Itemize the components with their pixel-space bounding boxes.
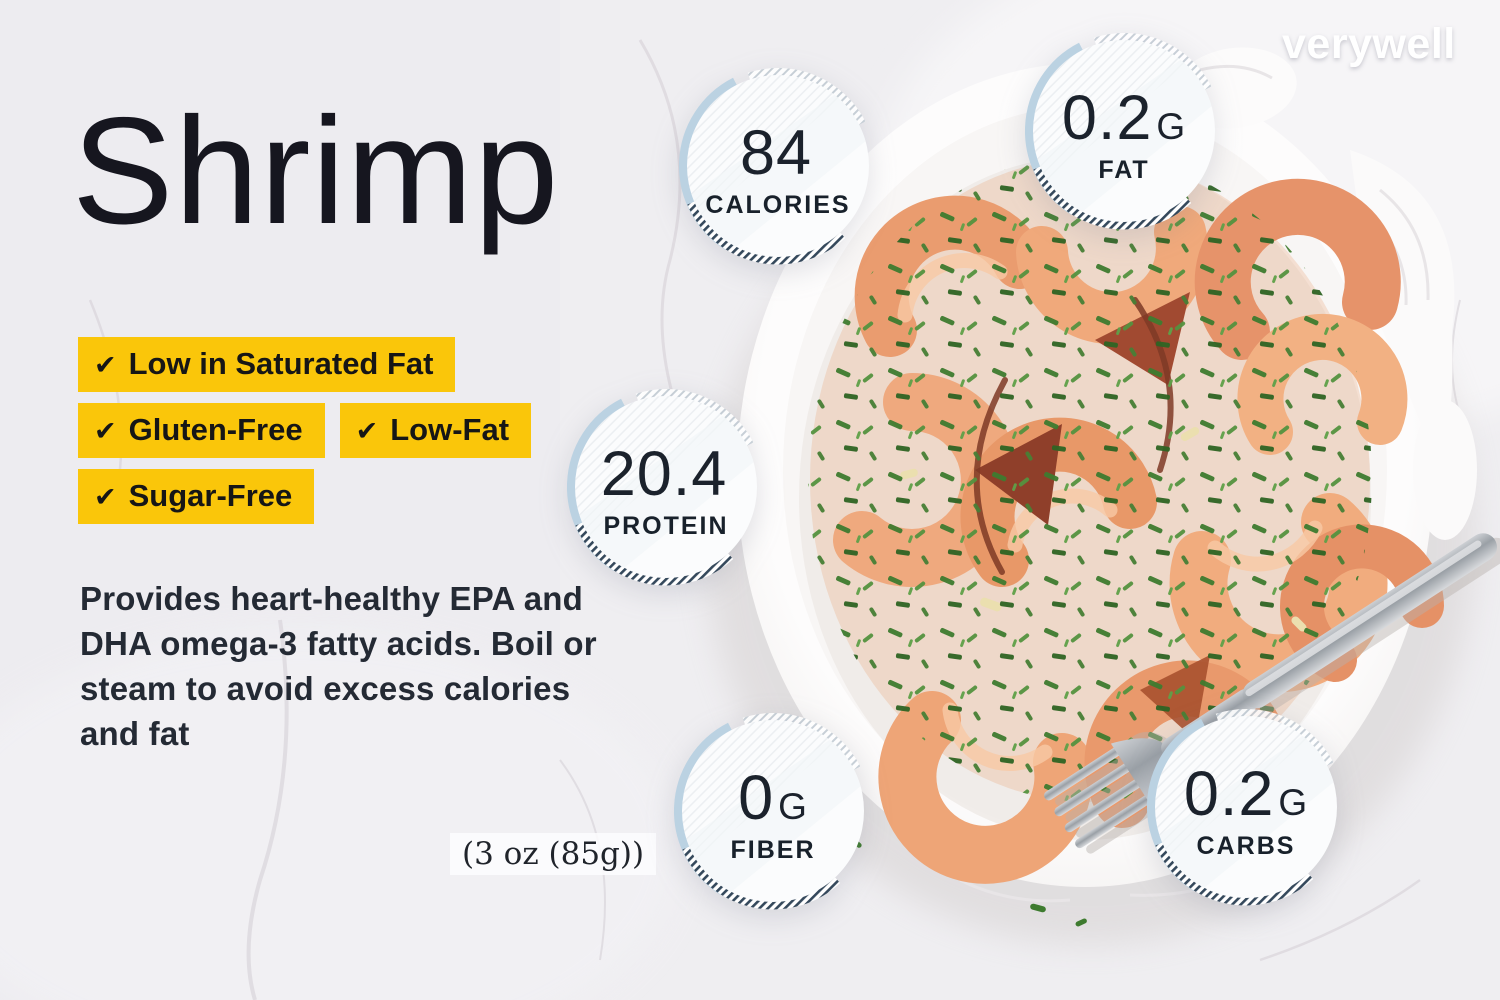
badge-ring: [1025, 33, 1215, 230]
attribute-tags: ✔ Low in Saturated Fat ✔ Gluten-Free ✔ L…: [78, 337, 532, 524]
stat-value: 84: [739, 117, 813, 188]
stat-unit: G: [1156, 105, 1187, 147]
badge-ring: [674, 713, 864, 910]
stat-badge-carbs: 0.2 G CARBS: [1147, 708, 1345, 906]
stat-badge-protein: 20.4 PROTEIN: [567, 388, 765, 586]
tag-low-in-saturated-fat: ✔ Low in Saturated Fat: [78, 337, 456, 392]
stat-badge-fat: 0.2 G FAT: [1025, 32, 1223, 230]
serving-size: (3 oz (85g)): [450, 833, 657, 875]
stat-label: CARBS: [1196, 831, 1296, 860]
check-icon: ✔: [355, 415, 379, 446]
check-icon: ✔: [94, 415, 117, 446]
tag-label: Low in Saturated Fat: [128, 346, 434, 381]
tag-label: Gluten-Free: [128, 412, 303, 447]
badge-ring: [567, 389, 757, 586]
tag-gluten-free: ✔ Gluten-Free: [78, 403, 325, 458]
stat-value: 20.4: [600, 438, 728, 509]
check-icon: ✔: [94, 481, 117, 512]
stat-unit: G: [778, 785, 808, 827]
badge-ring: [1147, 709, 1337, 906]
stat-unit: G: [1278, 781, 1309, 823]
description-text: Provides heart-healthy EPA and DHA omega…: [80, 580, 597, 752]
check-icon: ✔: [94, 349, 117, 380]
tag-label: Low-Fat: [390, 412, 510, 447]
tag-sugar-free: ✔ Sugar-Free: [78, 469, 315, 524]
stat-label: FIBER: [730, 835, 816, 864]
verywell-logo: verywell: [1282, 20, 1456, 68]
badge-ring: [679, 68, 869, 265]
stat-value: 0.2: [1061, 82, 1153, 153]
stat-label: PROTEIN: [603, 511, 729, 540]
stat-value: 0: [738, 762, 775, 833]
stat-badge-calories: 84 CALORIES: [679, 67, 877, 265]
stat-value: 0.2: [1183, 758, 1275, 829]
tag-label: Sugar-Free: [128, 478, 293, 513]
stat-label: FAT: [1098, 155, 1150, 184]
tag-low-fat: ✔ Low-Fat: [339, 403, 532, 458]
page-title: Shrimp: [72, 86, 560, 256]
stat-label: CALORIES: [705, 190, 851, 219]
